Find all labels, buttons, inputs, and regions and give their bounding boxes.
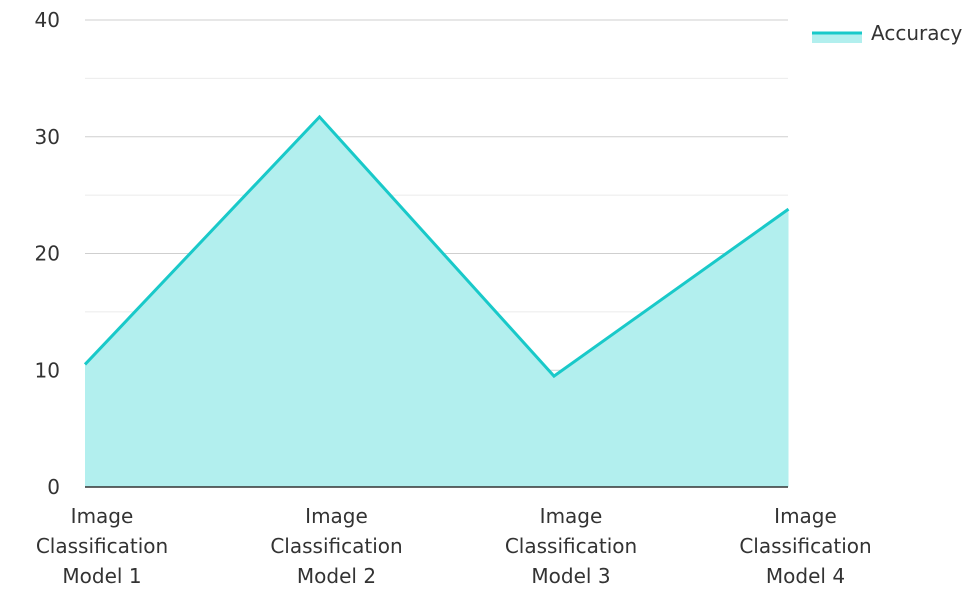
x-tick-label: Image Classification Model 3 (505, 504, 637, 588)
x-axis-ticks: Image Classification Model 1 Image Classific… (36, 504, 872, 588)
y-tick-label: 10 (35, 358, 60, 382)
x-tick-label: Image Classification Model 2 (270, 504, 402, 588)
x-tick-label: Image Classification Model 4 (739, 504, 871, 588)
x-tick-label: Image Classification Model 1 (36, 504, 168, 588)
y-tick-label: 0 (47, 475, 60, 499)
y-tick-label: 40 (35, 8, 60, 32)
series-line-accuracy (83, 114, 790, 379)
legend[interactable]: Accuracy (812, 21, 962, 45)
y-tick-label: 30 (35, 125, 60, 149)
legend-swatch-accuracy (812, 33, 862, 43)
legend-label-accuracy: Accuracy (871, 21, 962, 45)
y-axis-ticks: 0 10 20 30 40 (35, 8, 60, 499)
y-tick-label: 20 (35, 242, 60, 266)
series-area-accuracy (85, 116, 789, 487)
